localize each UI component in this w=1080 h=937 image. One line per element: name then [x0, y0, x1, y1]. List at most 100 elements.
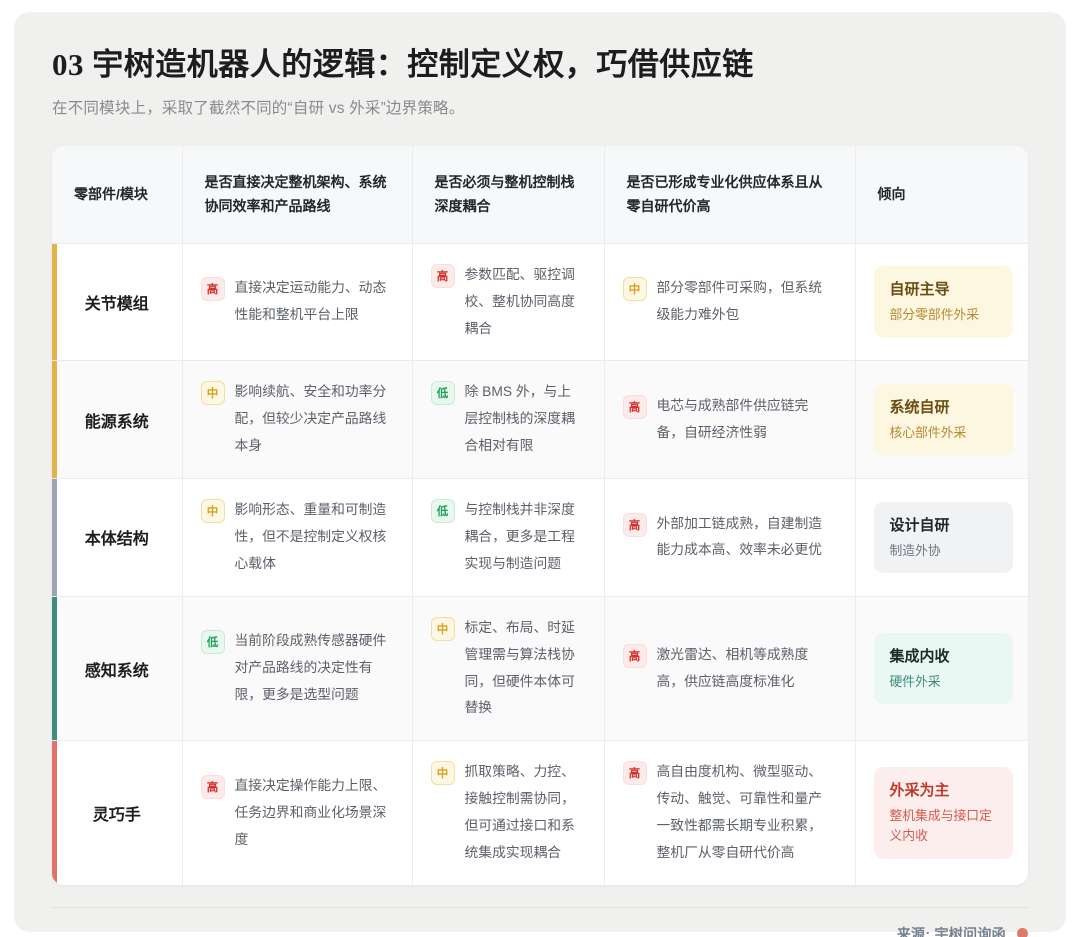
criterion-cell-3: 高 外部加工链成熟，自建制造能力成本高、效率未必更优	[604, 478, 856, 597]
table-row: 能源系统 中 影响续航、安全和功率分配，但较少决定产品路线本身 低 除 BMS	[52, 360, 1028, 479]
criterion-text: 与控制栈并非深度耦合，更多是工程实现与制造问题	[464, 502, 575, 571]
criterion-text: 抓取策略、力控、接触控制需协同，但可通过接口和系统集成实现耦合	[464, 764, 575, 860]
tendency-cell: 设计自研 制造外协	[855, 479, 1028, 597]
level-badge: 高	[200, 277, 225, 302]
table-header-row: 零部件/模块 是否直接决定整机架构、系统协同效率和产品路线 是否必须与整机控制栈…	[52, 145, 1028, 244]
criterion-text: 直接决定运动能力、动态性能和整机平台上限	[234, 280, 387, 323]
criterion-cell-1: 低 当前阶段成熟传感器硬件对产品路线的决定性有限，更多是选型问题	[182, 596, 413, 741]
criterion-cell-2: 低 与控制栈并非深度耦合，更多是工程实现与制造问题	[412, 478, 605, 597]
tendency-title: 自研主导	[889, 281, 950, 299]
module-label: 灵巧手	[92, 807, 141, 825]
tendency-cell: 外采为主 整机集成与接口定义内收	[855, 741, 1028, 885]
column-header-question-1: 是否直接决定整机架构、系统协同效率和产品路线	[182, 145, 413, 244]
comparison-table: 零部件/模块 是否直接决定整机架构、系统协同效率和产品路线 是否必须与整机控制栈…	[52, 145, 1028, 885]
criterion-cell-3: 高 高自由度机构、微型驱动、传动、触觉、可靠性和量产一致性都需长期专业积累，整机…	[604, 740, 856, 885]
row-accent-stripe	[52, 479, 57, 596]
tendency-cell: 集成内收 硬件外采	[855, 596, 1028, 741]
criterion-cell-1: 高 直接决定操作能力上限、任务边界和商业化场景深度	[182, 740, 413, 885]
tendency-cell: 自研主导 部分零部件外采	[855, 243, 1028, 361]
criterion-cell-3: 高 激光雷达、相机等成熟度高，供应链高度标准化	[604, 596, 856, 741]
table-row: 本体结构 中 影响形态、重量和可制造性，但不是控制定义权核心载体 低 与控制栈	[52, 478, 1028, 597]
level-badge: 中	[200, 499, 225, 524]
criterion-cell-1: 高 直接决定运动能力、动态性能和整机平台上限	[182, 243, 413, 361]
tendency-badge: 自研主导 部分零部件外采	[873, 266, 1013, 338]
page-title: 03 宇树造机器人的逻辑：控制定义权，巧借供应链	[52, 47, 754, 82]
level-badge: 低	[430, 381, 455, 406]
module-label: 感知系统	[84, 662, 149, 680]
tendency-title: 系统自研	[889, 398, 950, 416]
criterion-cell-3: 高 电芯与成熟部件供应链完备，自研经济性弱	[604, 360, 856, 479]
module-label: 关节模组	[84, 296, 149, 314]
row-accent-stripe	[52, 741, 57, 885]
level-badge: 低	[430, 499, 455, 524]
tendency-badge: 集成内收 硬件外采	[873, 632, 1013, 705]
criterion-text: 部分零部件可采购，但系统级能力难外包	[656, 280, 823, 323]
tendency-badge: 设计自研 制造外协	[873, 501, 1013, 574]
comparison-table-container: 零部件/模块 是否直接决定整机架构、系统协同效率和产品路线 是否必须与整机控制栈…	[52, 145, 1028, 885]
module-cell: 感知系统	[52, 596, 183, 741]
module-cell: 关节模组	[52, 243, 183, 361]
level-badge: 高	[622, 512, 647, 537]
tendency-title: 外采为主	[889, 782, 950, 800]
row-accent-stripe	[52, 361, 57, 479]
footer: 来源: 宇树问询函	[52, 906, 1028, 937]
level-badge: 高	[200, 774, 225, 799]
criterion-text: 参数匹配、驱控调校、整机协同高度耦合	[464, 266, 575, 336]
criterion-text: 标定、布局、时延管理需与算法栈协同，但硬件本体可替换	[464, 619, 575, 716]
tendency-badge: 系统自研 核心部件外采	[873, 383, 1013, 456]
criterion-text: 直接决定操作能力上限、任务边界和商业化场景深度	[234, 777, 387, 847]
column-header-question-2: 是否必须与整机控制栈深度耦合	[412, 145, 605, 244]
tendency-cell: 系统自研 核心部件外采	[855, 361, 1028, 479]
criterion-text: 激光雷达、相机等成熟度高，供应链高度标准化	[656, 646, 809, 689]
criterion-text: 影响形态、重量和可制造性，但不是控制定义权核心载体	[234, 502, 387, 571]
level-badge: 高	[430, 263, 455, 288]
criterion-cell-2: 低 除 BMS 外，与上层控制栈的深度耦合相对有限	[412, 360, 605, 479]
page-subtitle: 在不同模块上，采取了截然不同的“自研 vs 外采”边界策略。	[52, 99, 465, 117]
module-cell: 本体结构	[52, 478, 183, 597]
row-accent-stripe	[52, 596, 57, 741]
criterion-cell-1: 中 影响形态、重量和可制造性，但不是控制定义权核心载体	[182, 478, 413, 597]
tendency-title: 设计自研	[889, 516, 950, 534]
module-label: 能源系统	[84, 413, 149, 431]
table-header: 零部件/模块 是否直接决定整机架构、系统协同效率和产品路线 是否必须与整机控制栈…	[52, 145, 1028, 244]
level-badge: 高	[622, 643, 647, 668]
criterion-cell-3: 中 部分零部件可采购，但系统级能力难外包	[604, 243, 856, 361]
level-badge: 中	[622, 277, 647, 302]
tendency-subtitle: 整机集成与接口定义内收	[889, 808, 992, 844]
criterion-cell-2: 中 标定、布局、时延管理需与算法栈协同，但硬件本体可替换	[412, 596, 605, 741]
module-cell: 能源系统	[52, 360, 183, 479]
source-dot-icon	[1017, 928, 1028, 937]
table-body: 关节模组 高 直接决定运动能力、动态性能和整机平台上限 高 参数匹配、驱控调校	[52, 243, 1028, 885]
table-row: 感知系统 低 当前阶段成熟传感器硬件对产品路线的决定性有限，更多是选型问题 中	[52, 596, 1028, 741]
table-row: 关节模组 高 直接决定运动能力、动态性能和整机平台上限 高 参数匹配、驱控调校	[52, 243, 1028, 361]
column-header-tendency: 倾向	[877, 186, 906, 202]
criterion-cell-1: 中 影响续航、安全和功率分配，但较少决定产品路线本身	[182, 360, 413, 479]
criterion-text: 外部加工链成熟，自建制造能力成本高、效率未必更优	[656, 515, 823, 558]
module-cell: 灵巧手	[52, 740, 183, 885]
level-badge: 中	[430, 616, 455, 641]
level-badge: 高	[622, 761, 647, 786]
level-badge: 高	[622, 394, 647, 419]
level-badge: 中	[430, 761, 455, 786]
source-label: 来源: 宇树问询函	[896, 925, 1006, 937]
criterion-text: 电芯与成熟部件供应链完备，自研经济性弱	[656, 397, 809, 440]
module-label: 本体结构	[84, 531, 149, 549]
tendency-badge: 外采为主 整机集成与接口定义内收	[873, 767, 1013, 859]
table-row: 灵巧手 高 直接决定操作能力上限、任务边界和商业化场景深度 中 抓取策略、力控	[52, 740, 1028, 885]
criterion-cell-2: 高 参数匹配、驱控调校、整机协同高度耦合	[412, 243, 605, 361]
column-header-question-3: 是否已形成专业化供应体系且从零自研代价高	[604, 145, 856, 244]
level-badge: 中	[200, 381, 225, 406]
content-card: 03 宇树造机器人的逻辑：控制定义权，巧借供应链 在不同模块上，采取了截然不同的…	[14, 12, 1066, 937]
tendency-subtitle: 制造外协	[889, 542, 941, 558]
column-header-module: 零部件/模块	[52, 145, 183, 244]
tendency-subtitle: 核心部件外采	[889, 424, 967, 440]
criterion-text: 当前阶段成熟传感器硬件对产品路线的决定性有限，更多是选型问题	[234, 633, 387, 702]
criterion-text: 除 BMS 外，与上层控制栈的深度耦合相对有限	[464, 384, 575, 454]
criterion-text: 影响续航、安全和功率分配，但较少决定产品路线本身	[234, 384, 387, 454]
tendency-title: 集成内收	[889, 647, 950, 665]
tendency-subtitle: 部分零部件外采	[889, 307, 980, 323]
criterion-cell-2: 中 抓取策略、力控、接触控制需协同，但可通过接口和系统集成实现耦合	[412, 740, 605, 885]
criterion-text: 高自由度机构、微型驱动、传动、触觉、可靠性和量产一致性都需长期专业积累，整机厂从…	[656, 764, 823, 860]
row-accent-stripe	[52, 243, 57, 361]
